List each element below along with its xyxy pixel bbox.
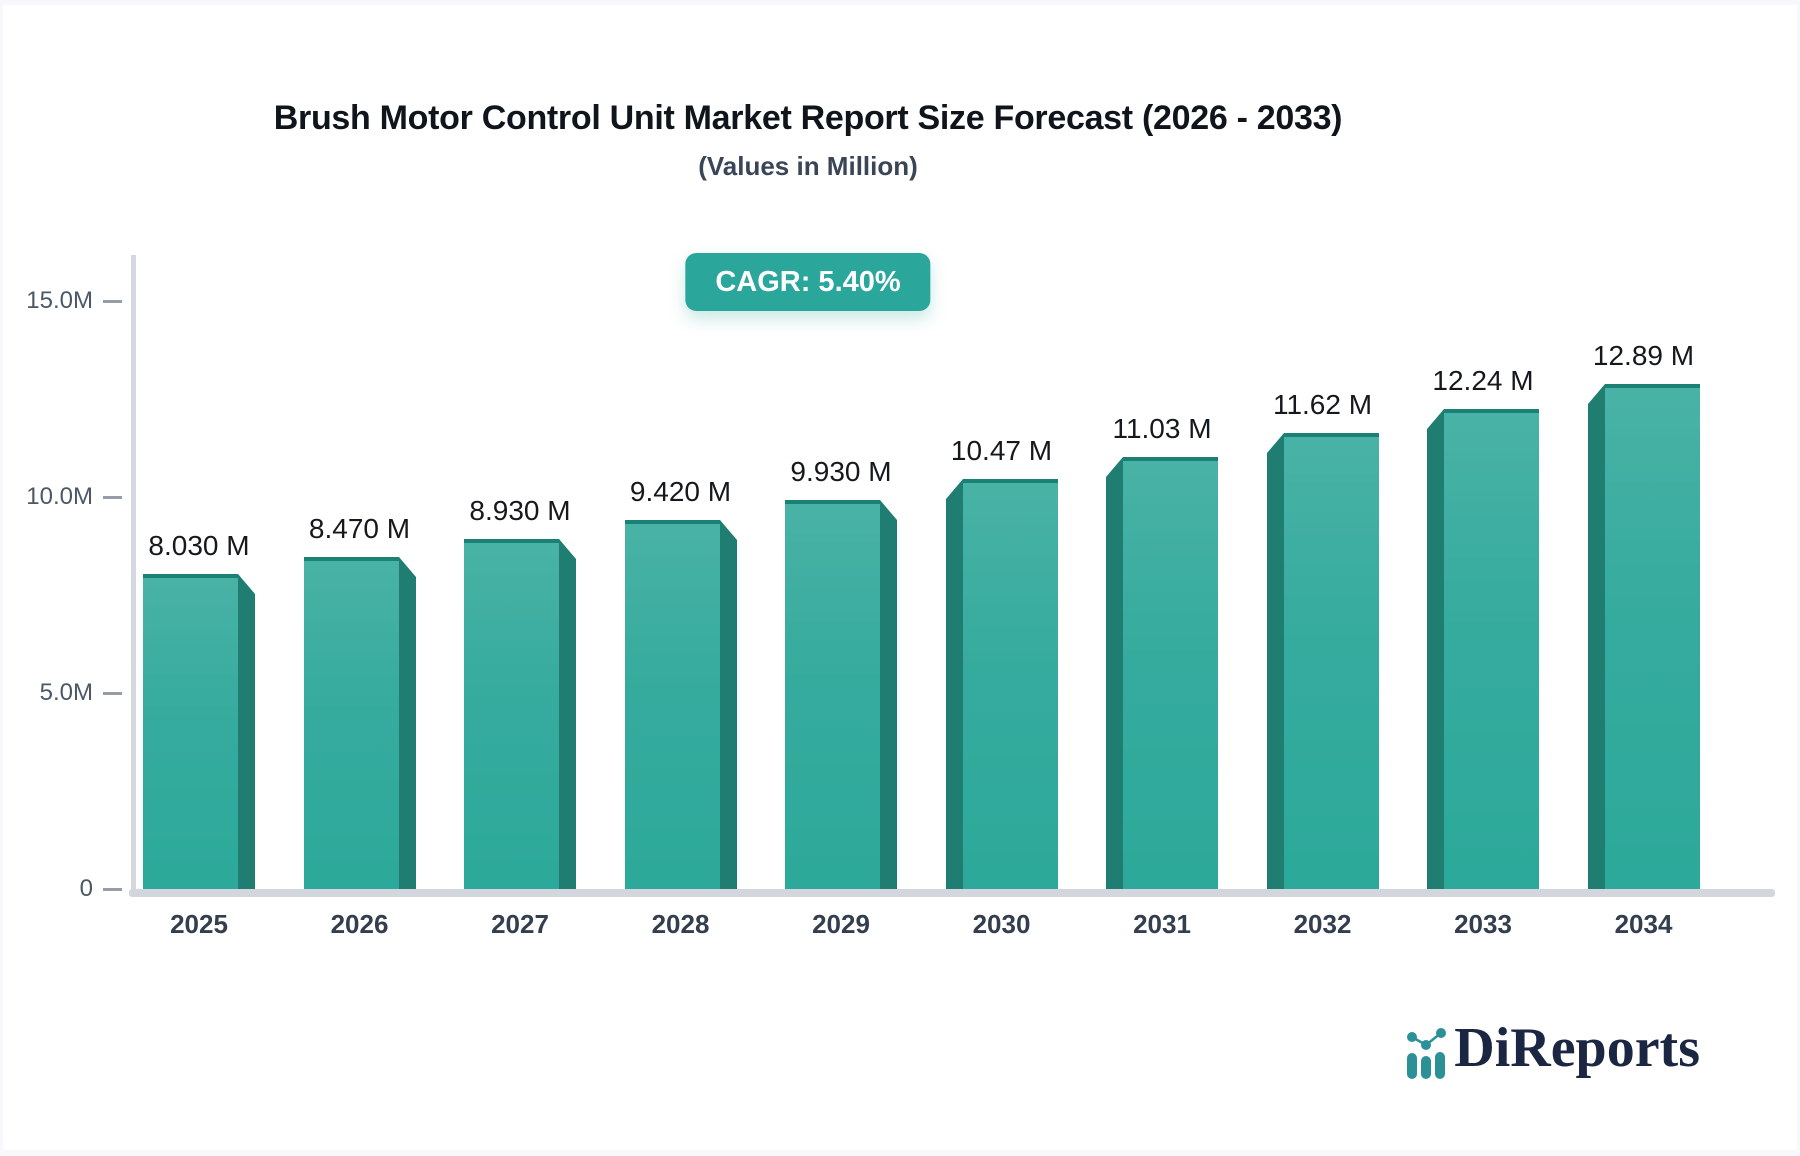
bar-3d-side <box>880 500 897 889</box>
bar-3d-side <box>719 520 737 889</box>
x-axis-label-2032: 2032 <box>1293 909 1352 939</box>
bar-face <box>1123 457 1218 889</box>
bar-value-label-2034: 12.89 M <box>1592 340 1695 371</box>
bar-3d-side <box>945 479 963 889</box>
x-axis-baseline <box>129 889 1775 897</box>
bar-2031[interactable] <box>1106 457 1218 889</box>
bar-value-label-2033: 12.24 M <box>1432 365 1534 396</box>
bar-face <box>464 539 559 889</box>
chart-card: Brush Motor Control Unit Market Report S… <box>3 5 1797 1150</box>
bar-3d-side <box>398 557 416 889</box>
bar-3d-side <box>1106 457 1123 889</box>
bar-3d-side <box>238 574 255 889</box>
y-tick-mark <box>103 692 122 695</box>
logo-text: DiReports <box>1454 1017 1700 1079</box>
bar-value-label-2031: 11.03 M <box>1112 413 1212 444</box>
y-tick-label-10.0M: 10.0M <box>26 483 93 510</box>
x-axis-label-2027: 2027 <box>491 909 549 939</box>
y-tick-label-0: 0 <box>79 875 93 902</box>
y-tick-mark <box>103 888 122 891</box>
direports-logo: DiReports <box>1404 1017 1700 1079</box>
bar-2028[interactable] <box>624 520 737 889</box>
x-axis-label-2030: 2030 <box>972 909 1031 939</box>
bar-3d-side <box>1587 384 1605 889</box>
bar-face <box>143 574 238 889</box>
y-tick-label-5.0M: 5.0M <box>39 679 93 706</box>
bar-value-label-2032: 11.62 M <box>1272 389 1373 420</box>
bar-3d-side <box>559 539 576 889</box>
x-axis-label-2028: 2028 <box>651 909 710 939</box>
bar-face <box>303 557 399 889</box>
bar-3d-side <box>1427 409 1444 889</box>
bar-value-label-2027: 8.930 M <box>469 495 571 526</box>
x-axis-label-2025: 2025 <box>170 909 228 939</box>
chart-subtitle: (Values in Million) <box>698 151 918 181</box>
bar-2033[interactable] <box>1427 409 1539 889</box>
bar-face <box>1283 433 1379 889</box>
x-axis-label-2031: 2031 <box>1133 909 1191 939</box>
y-axis-line <box>131 255 136 892</box>
x-axis-label-2034: 2034 <box>1614 909 1673 939</box>
bar-value-label-2028: 9.420 M <box>629 476 732 507</box>
bar-face <box>1604 384 1700 889</box>
x-axis-label-2033: 2033 <box>1454 909 1512 939</box>
bar-2034[interactable] <box>1587 384 1700 889</box>
bar-2026[interactable] <box>303 557 416 889</box>
bar-2030[interactable] <box>945 479 1058 889</box>
bar-face <box>962 479 1058 889</box>
bar-face <box>624 520 720 889</box>
bar-3d-side <box>1266 433 1284 889</box>
logo-bar-trend-icon <box>1407 1028 1447 1079</box>
bar-2032[interactable] <box>1266 433 1379 889</box>
bar-value-label-2025: 8.030 M <box>148 530 250 561</box>
y-tick-mark <box>103 300 122 303</box>
y-tick-label-15.0M: 15.0M <box>26 287 93 314</box>
bar-value-label-2026: 8.470 M <box>308 513 411 544</box>
bar-face <box>1444 409 1539 889</box>
bar-2027[interactable] <box>464 539 576 889</box>
cagr-badge: CAGR: 5.40% <box>685 253 931 311</box>
x-axis-label-2026: 2026 <box>330 909 389 939</box>
bar-face <box>785 500 880 889</box>
x-axis-label-2029: 2029 <box>812 909 870 939</box>
y-tick-mark <box>103 496 122 499</box>
page-title: Brush Motor Control Unit Market Report S… <box>273 99 1343 137</box>
bar-value-label-2030: 10.47 M <box>950 435 1053 466</box>
bar-2025[interactable] <box>143 574 255 889</box>
bar-chart: 15.0M 10.0M 5.0M 0 8.030 M 2025 8.470 M 2026 8.9… <box>3 5 1797 1150</box>
bar-value-label-2029: 9.930 M <box>790 456 892 487</box>
bar-2029[interactable] <box>785 500 897 889</box>
